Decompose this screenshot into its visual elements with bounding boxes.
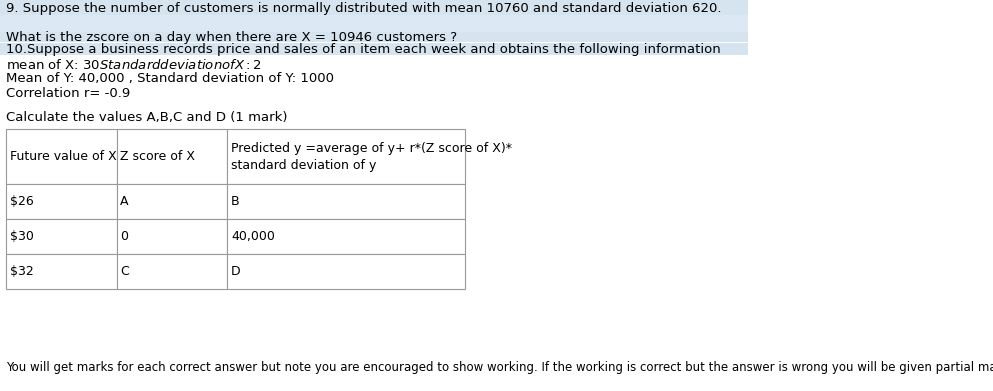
- Text: Calculate the values A,B,C and D (1 mark): Calculate the values A,B,C and D (1 mark…: [6, 111, 288, 124]
- Bar: [116, 254, 227, 289]
- Bar: [227, 219, 465, 254]
- Text: mean of X: $30 Standard deviation of X : $2: mean of X: $30 Standard deviation of X :…: [6, 58, 262, 72]
- Bar: [0, 32, 748, 42]
- Text: $32: $32: [10, 265, 34, 278]
- Text: C: C: [120, 265, 129, 278]
- Text: 0: 0: [120, 230, 128, 243]
- Text: $30: $30: [10, 230, 34, 243]
- Bar: [6, 254, 116, 289]
- Bar: [6, 184, 116, 219]
- Text: You will get marks for each correct answer but note you are encouraged to show w: You will get marks for each correct answ…: [6, 361, 993, 374]
- Text: Mean of Y: 40,000 , Standard deviation of Y: 1000: Mean of Y: 40,000 , Standard deviation o…: [6, 72, 334, 85]
- Text: What is the zscore on a day when there are X = 10946 customers ?: What is the zscore on a day when there a…: [6, 31, 457, 44]
- Text: 9. Suppose the number of customers is normally distributed with mean 10760 and s: 9. Suppose the number of customers is no…: [6, 2, 722, 15]
- Text: $26: $26: [10, 195, 34, 208]
- Bar: [116, 219, 227, 254]
- Bar: [116, 129, 227, 184]
- Text: 10.Suppose a business records price and sales of an item each week and obtains t: 10.Suppose a business records price and …: [6, 43, 721, 56]
- Bar: [227, 184, 465, 219]
- Bar: [227, 129, 465, 184]
- Text: D: D: [231, 265, 240, 278]
- Text: Z score of X: Z score of X: [120, 150, 196, 163]
- Bar: [6, 129, 116, 184]
- Bar: [0, 43, 748, 55]
- Text: Correlation r= -0.9: Correlation r= -0.9: [6, 87, 130, 100]
- Bar: [116, 184, 227, 219]
- Text: Predicted y =average of y+ r*(Z score of X)*
standard deviation of y: Predicted y =average of y+ r*(Z score of…: [231, 142, 512, 172]
- Bar: [6, 219, 116, 254]
- Bar: [227, 254, 465, 289]
- Bar: [0, 14, 748, 32]
- Text: B: B: [231, 195, 239, 208]
- Text: Future value of X: Future value of X: [10, 150, 116, 163]
- Text: A: A: [120, 195, 129, 208]
- Text: 40,000: 40,000: [231, 230, 275, 243]
- Bar: [0, 0, 748, 14]
